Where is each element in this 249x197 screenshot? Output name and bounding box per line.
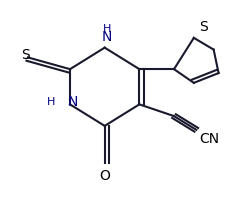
Text: CN: CN [199, 132, 219, 146]
Text: S: S [199, 20, 207, 34]
Text: O: O [99, 169, 110, 183]
Text: H: H [47, 97, 55, 107]
Text: S: S [21, 48, 30, 62]
Text: N: N [102, 30, 112, 44]
Text: H: H [103, 24, 111, 34]
Text: N: N [67, 95, 78, 109]
